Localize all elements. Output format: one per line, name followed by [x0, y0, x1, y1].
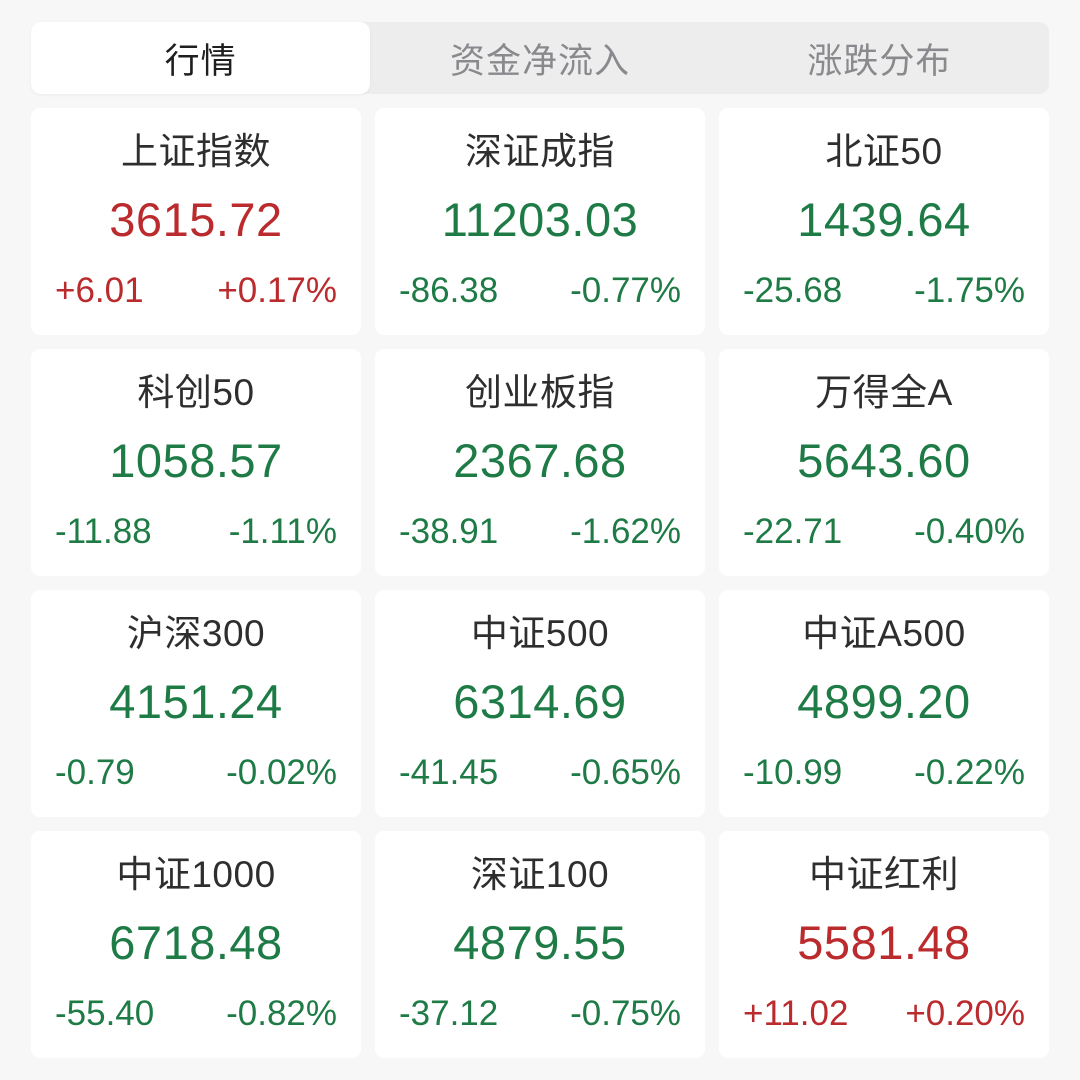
- index-card[interactable]: 上证指数 3615.72 +6.01 +0.17%: [31, 108, 361, 335]
- index-price: 4879.55: [453, 916, 627, 969]
- tab-label: 行情: [164, 41, 237, 81]
- index-card[interactable]: 北证50 1439.64 -25.68 -1.75%: [719, 108, 1049, 335]
- index-name: 中证A500: [802, 613, 966, 654]
- index-name: 深证100: [470, 854, 610, 895]
- index-name: 沪深300: [126, 613, 266, 654]
- index-delta-row: -41.45 -0.65%: [381, 755, 699, 790]
- index-change: -11.88: [55, 512, 152, 551]
- tab-bar: 行情 资金净流入 涨跌分布: [31, 22, 1049, 94]
- index-change-percent: -0.82%: [226, 994, 337, 1033]
- index-card[interactable]: 万得全A 5643.60 -22.71 -0.40%: [719, 349, 1049, 576]
- index-card[interactable]: 创业板指 2367.68 -38.91 -1.62%: [375, 349, 705, 576]
- index-price: 1058.57: [109, 434, 283, 487]
- index-name: 深证成指: [465, 131, 615, 172]
- index-name: 科创50: [137, 372, 255, 413]
- index-delta-row: -10.99 -0.22%: [725, 755, 1043, 790]
- index-change: -22.71: [743, 512, 843, 551]
- index-change: -10.99: [743, 753, 843, 792]
- index-delta-row: -11.88 -1.11%: [37, 514, 355, 549]
- index-card[interactable]: 中证红利 5581.48 +11.02 +0.20%: [719, 831, 1049, 1058]
- tab-label: 涨跌分布: [807, 41, 952, 81]
- index-change: -0.79: [55, 753, 135, 792]
- index-change-percent: -0.75%: [570, 994, 681, 1033]
- index-price: 4151.24: [109, 675, 283, 728]
- index-delta-row: -25.68 -1.75%: [725, 273, 1043, 308]
- index-change: +11.02: [743, 994, 849, 1033]
- index-price: 4899.20: [797, 675, 971, 728]
- index-name: 北证50: [825, 131, 943, 172]
- index-change: -25.68: [743, 271, 843, 310]
- index-change-percent: -0.40%: [914, 512, 1025, 551]
- index-card[interactable]: 中证500 6314.69 -41.45 -0.65%: [375, 590, 705, 817]
- index-delta-row: -22.71 -0.40%: [725, 514, 1043, 549]
- index-delta-row: -37.12 -0.75%: [381, 996, 699, 1031]
- tab-label: 资金净流入: [449, 41, 630, 81]
- index-name: 中证500: [470, 613, 610, 654]
- index-price: 1439.64: [797, 193, 971, 246]
- index-delta-row: +6.01 +0.17%: [37, 273, 355, 308]
- index-price: 6718.48: [109, 916, 283, 969]
- index-card[interactable]: 科创50 1058.57 -11.88 -1.11%: [31, 349, 361, 576]
- index-change: -41.45: [399, 753, 499, 792]
- index-change-percent: -1.11%: [228, 512, 337, 551]
- index-name: 创业板指: [465, 372, 615, 413]
- index-card[interactable]: 沪深300 4151.24 -0.79 -0.02%: [31, 590, 361, 817]
- index-price: 11203.03: [441, 193, 639, 246]
- index-change-percent: -0.22%: [914, 753, 1025, 792]
- index-change: +6.01: [55, 271, 144, 310]
- index-price: 5643.60: [797, 434, 971, 487]
- index-card-grid: 上证指数 3615.72 +6.01 +0.17% 深证成指 11203.03 …: [31, 108, 1049, 1058]
- index-change: -55.40: [55, 994, 155, 1033]
- tab-market-quotes[interactable]: 行情: [31, 22, 371, 94]
- index-card[interactable]: 深证100 4879.55 -37.12 -0.75%: [375, 831, 705, 1058]
- index-change-percent: -1.62%: [570, 512, 681, 551]
- index-delta-row: -55.40 -0.82%: [37, 996, 355, 1031]
- index-delta-row: -0.79 -0.02%: [37, 755, 355, 790]
- index-price: 5581.48: [797, 916, 971, 969]
- index-price: 3615.72: [109, 193, 283, 246]
- index-change-percent: -0.02%: [226, 753, 337, 792]
- index-name: 中证1000: [116, 854, 276, 895]
- tab-gainers-losers-distribution[interactable]: 涨跌分布: [710, 22, 1049, 94]
- index-name: 上证指数: [121, 131, 271, 172]
- index-change-percent: -1.75%: [914, 271, 1025, 310]
- index-card[interactable]: 中证1000 6718.48 -55.40 -0.82%: [31, 831, 361, 1058]
- index-delta-row: -86.38 -0.77%: [381, 273, 699, 308]
- index-change-percent: -0.65%: [570, 753, 681, 792]
- index-name: 中证红利: [809, 854, 959, 895]
- index-change-percent: -0.77%: [570, 271, 681, 310]
- index-price: 2367.68: [453, 434, 627, 487]
- index-card[interactable]: 中证A500 4899.20 -10.99 -0.22%: [719, 590, 1049, 817]
- index-change: -38.91: [399, 512, 499, 551]
- index-price: 6314.69: [453, 675, 627, 728]
- index-delta-row: +11.02 +0.20%: [725, 996, 1043, 1031]
- index-change: -37.12: [399, 994, 499, 1033]
- tab-net-capital-inflow[interactable]: 资金净流入: [370, 22, 709, 94]
- index-change-percent: +0.20%: [905, 994, 1025, 1033]
- index-change-percent: +0.17%: [217, 271, 337, 310]
- index-delta-row: -38.91 -1.62%: [381, 514, 699, 549]
- index-name: 万得全A: [815, 372, 953, 413]
- index-card[interactable]: 深证成指 11203.03 -86.38 -0.77%: [375, 108, 705, 335]
- index-change: -86.38: [399, 271, 499, 310]
